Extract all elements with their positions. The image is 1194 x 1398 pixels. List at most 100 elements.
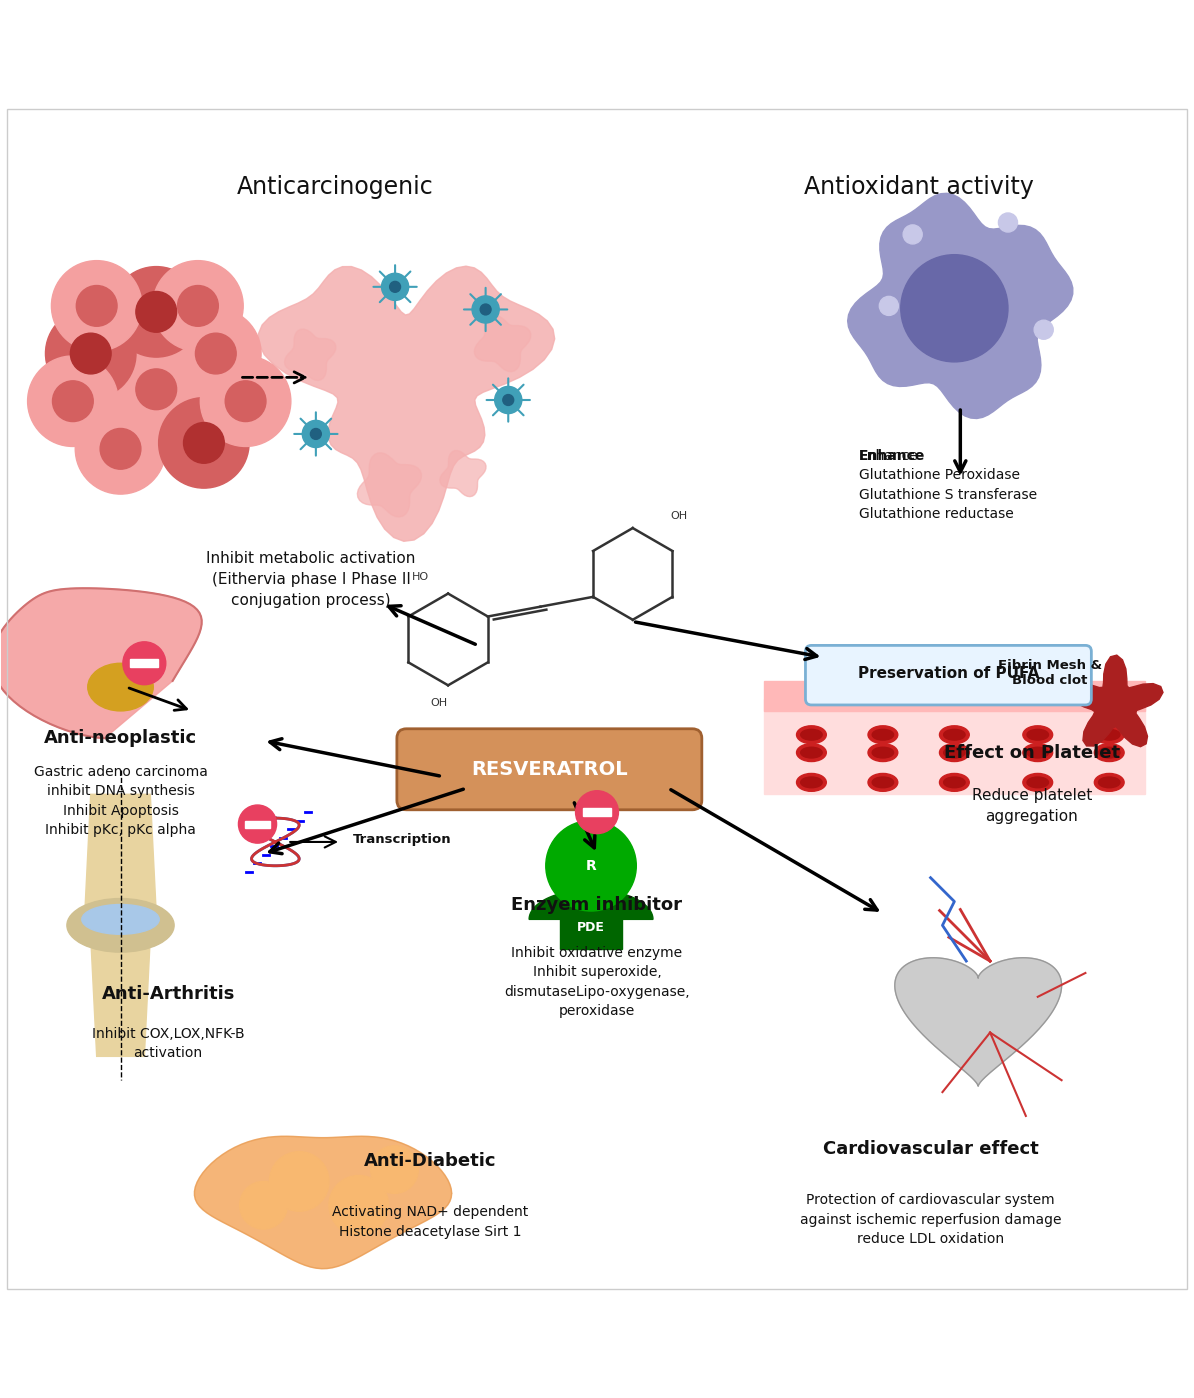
Bar — [583, 808, 611, 816]
Text: Anticarcinogenic: Anticarcinogenic — [236, 175, 433, 199]
Ellipse shape — [1023, 744, 1053, 762]
Text: RESVERATROL: RESVERATROL — [472, 759, 628, 779]
Text: Inhibit COX,LOX,NFK-B
activation: Inhibit COX,LOX,NFK-B activation — [92, 1026, 245, 1060]
Bar — [245, 821, 270, 828]
Circle shape — [226, 380, 266, 422]
Ellipse shape — [868, 744, 898, 762]
Circle shape — [136, 369, 177, 410]
Circle shape — [75, 404, 166, 493]
Bar — [560, 896, 622, 949]
Polygon shape — [195, 1137, 451, 1268]
Ellipse shape — [801, 730, 823, 740]
Text: Enhance: Enhance — [858, 449, 925, 463]
Text: Reduce platelet
aggregation: Reduce platelet aggregation — [972, 788, 1093, 825]
Polygon shape — [529, 889, 653, 920]
Text: Fibrin Mesh &
Blood clot: Fibrin Mesh & Blood clot — [998, 658, 1102, 686]
Circle shape — [389, 281, 400, 292]
Circle shape — [45, 309, 136, 398]
Text: HO: HO — [412, 572, 429, 582]
Polygon shape — [474, 316, 531, 372]
Text: Transcription: Transcription — [352, 833, 451, 846]
Ellipse shape — [872, 777, 893, 787]
Text: Anti-Arthritis: Anti-Arthritis — [101, 986, 235, 1002]
Polygon shape — [357, 453, 421, 517]
Text: PDE: PDE — [577, 921, 605, 934]
Ellipse shape — [868, 773, 898, 791]
Ellipse shape — [1095, 726, 1124, 744]
Bar — [130, 660, 159, 667]
Text: Gastric adeno carcinoma
inhibit DNA synthesis
Inhibit Apoptosis
Inhibit pKc, pKc: Gastric adeno carcinoma inhibit DNA synt… — [33, 765, 208, 837]
Ellipse shape — [943, 748, 965, 758]
Circle shape — [879, 296, 898, 316]
Circle shape — [136, 291, 177, 333]
Ellipse shape — [1027, 777, 1048, 787]
Text: OH: OH — [670, 510, 688, 521]
Text: Cardiovascular effect: Cardiovascular effect — [823, 1139, 1039, 1158]
Text: Inhibit metabolic activation
(Eithervia phase I Phase II
conjugation process): Inhibit metabolic activation (Eithervia … — [207, 551, 416, 608]
Circle shape — [998, 212, 1017, 232]
Circle shape — [503, 394, 513, 405]
Ellipse shape — [940, 744, 970, 762]
Ellipse shape — [67, 899, 174, 952]
Ellipse shape — [1098, 748, 1120, 758]
Polygon shape — [1067, 656, 1163, 747]
Text: Effect on Platelet: Effect on Platelet — [943, 744, 1120, 762]
Ellipse shape — [87, 663, 153, 712]
Ellipse shape — [943, 730, 965, 740]
Bar — [764, 681, 1145, 712]
Ellipse shape — [940, 726, 970, 744]
Circle shape — [184, 422, 224, 463]
Circle shape — [494, 386, 522, 414]
Ellipse shape — [1023, 773, 1053, 791]
Circle shape — [196, 333, 236, 373]
Circle shape — [153, 260, 244, 351]
Ellipse shape — [796, 726, 826, 744]
Text: Enzyem inhibitor: Enzyem inhibitor — [511, 896, 683, 913]
Ellipse shape — [900, 254, 1008, 362]
Circle shape — [302, 421, 330, 447]
Ellipse shape — [82, 905, 159, 934]
Ellipse shape — [801, 748, 823, 758]
Ellipse shape — [796, 773, 826, 791]
Ellipse shape — [1023, 726, 1053, 744]
FancyBboxPatch shape — [396, 728, 702, 809]
Circle shape — [159, 397, 250, 488]
Circle shape — [1034, 320, 1053, 340]
Polygon shape — [284, 329, 336, 380]
Polygon shape — [0, 589, 202, 738]
Ellipse shape — [1098, 777, 1120, 787]
Circle shape — [239, 805, 277, 843]
Circle shape — [123, 642, 166, 685]
Text: R: R — [586, 858, 597, 872]
Text: Activating NAD+ dependent
Histone deacetylase Sirt 1: Activating NAD+ dependent Histone deacet… — [332, 1205, 529, 1239]
Ellipse shape — [868, 726, 898, 744]
Circle shape — [903, 225, 922, 245]
Ellipse shape — [1095, 773, 1124, 791]
Polygon shape — [258, 266, 555, 541]
Circle shape — [51, 260, 142, 351]
Circle shape — [270, 1152, 330, 1211]
Circle shape — [240, 1181, 288, 1229]
Text: Enhance
Glutathione Peroxidase
Glutathione S transferase
Glutathione reductase: Enhance Glutathione Peroxidase Glutathio… — [858, 449, 1038, 521]
Ellipse shape — [1098, 730, 1120, 740]
Circle shape — [576, 791, 618, 833]
Circle shape — [472, 296, 499, 323]
Text: Preservation of PUFA: Preservation of PUFA — [857, 667, 1039, 681]
Circle shape — [330, 1176, 388, 1234]
Ellipse shape — [1095, 744, 1124, 762]
Circle shape — [480, 303, 491, 315]
Text: Protection of cardiovascular system
against ischemic reperfusion damage
reduce L: Protection of cardiovascular system agai… — [800, 1194, 1061, 1247]
Polygon shape — [85, 794, 156, 913]
Bar — [764, 699, 1145, 794]
Ellipse shape — [943, 777, 965, 787]
Circle shape — [546, 821, 636, 911]
Circle shape — [370, 1146, 418, 1194]
Ellipse shape — [872, 730, 893, 740]
Ellipse shape — [1027, 748, 1048, 758]
Ellipse shape — [1027, 730, 1048, 740]
Circle shape — [70, 333, 111, 373]
Circle shape — [201, 356, 291, 446]
Text: OH: OH — [430, 698, 448, 707]
Circle shape — [27, 356, 118, 446]
Ellipse shape — [872, 748, 893, 758]
